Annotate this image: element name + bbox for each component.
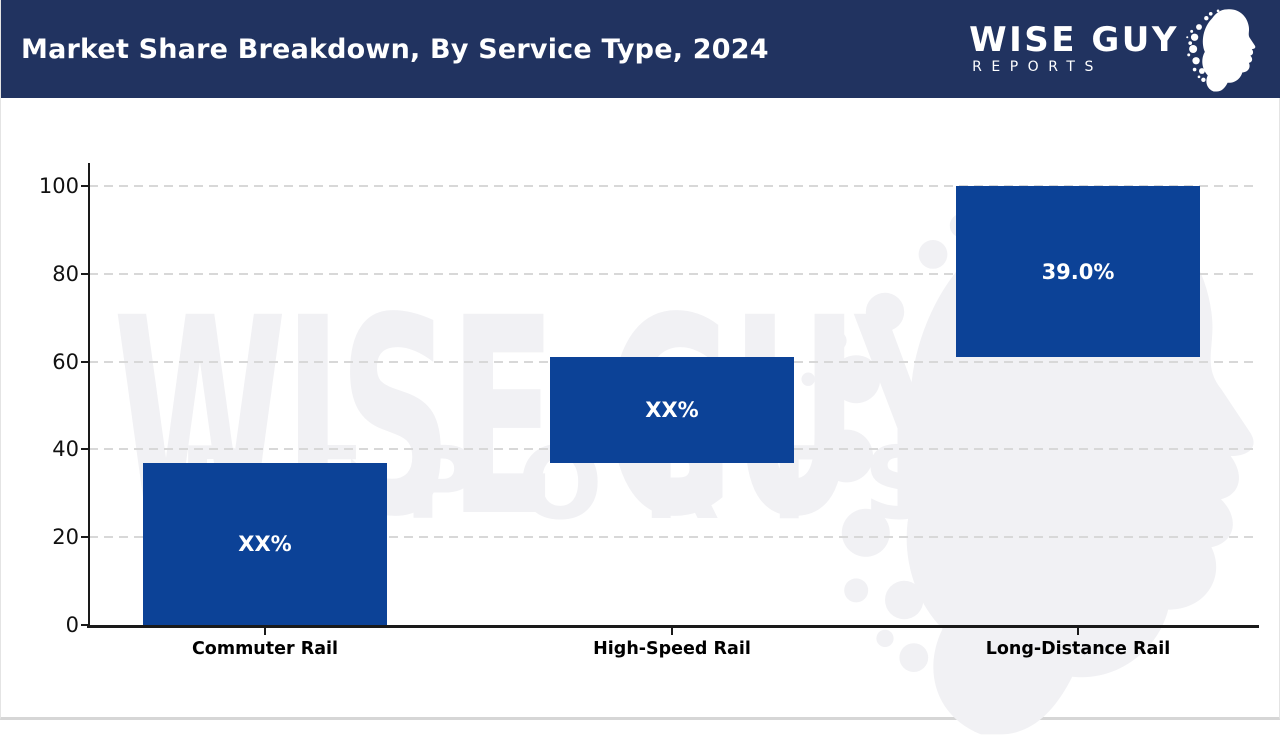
y-tick-label-0: 0 [65,613,79,637]
x-tick-mark-2 [671,627,673,635]
y-tick-label-100: 100 [38,174,79,198]
bar-long-distance-rail[interactable]: 39.0% [956,186,1200,358]
brand-logo: WISE GUY REPORTS [969,5,1259,93]
bar-high-speed-rail[interactable]: XX% [550,357,794,463]
y-tick-label-40: 40 [52,437,79,462]
brand-logo-face-icon [1186,9,1256,92]
gridline-y80 [89,272,1259,275]
gridline-y20 [89,536,1259,539]
brand-logo-subtitle: REPORTS [972,58,1103,75]
category-label-long-distance-rail: Long-Distance Rail [985,639,1171,659]
brand-logo-text: WISE GUY REPORTS [969,20,1179,75]
y-tick-label-20: 20 [52,525,79,550]
gridline-y100 [89,185,1259,187]
y-tick-mark-60 [81,360,88,363]
category-label-high-speed-rail: High-Speed Rail [593,639,751,659]
y-tick-mark-80 [81,272,88,275]
y-tick-mark-100 [81,185,88,187]
bar-value-label: XX% [645,397,699,422]
x-tick-mark-1 [264,627,266,635]
brand-logo-wordmark: WISE GUY [969,20,1179,61]
bar-value-label: XX% [238,531,292,556]
x-tick-mark-3 [1077,627,1079,635]
y-tick-label-60: 60 [52,349,79,374]
header-bar: Market Share Breakdown, By Service Type,… [1,0,1280,98]
y-tick-label-80: 80 [52,261,79,286]
bar-value-label: 39.0% [1041,259,1115,284]
y-axis-line [88,163,90,627]
page-title: Market Share Breakdown, By Service Type,… [21,33,769,65]
bar-commuter-rail[interactable]: XX% [143,462,387,625]
category-label-commuter-rail: Commuter Rail [191,639,339,659]
y-tick-mark-0 [81,624,88,626]
y-tick-mark-20 [81,536,88,539]
y-tick-mark-40 [81,448,88,451]
x-axis-line [87,625,1259,628]
